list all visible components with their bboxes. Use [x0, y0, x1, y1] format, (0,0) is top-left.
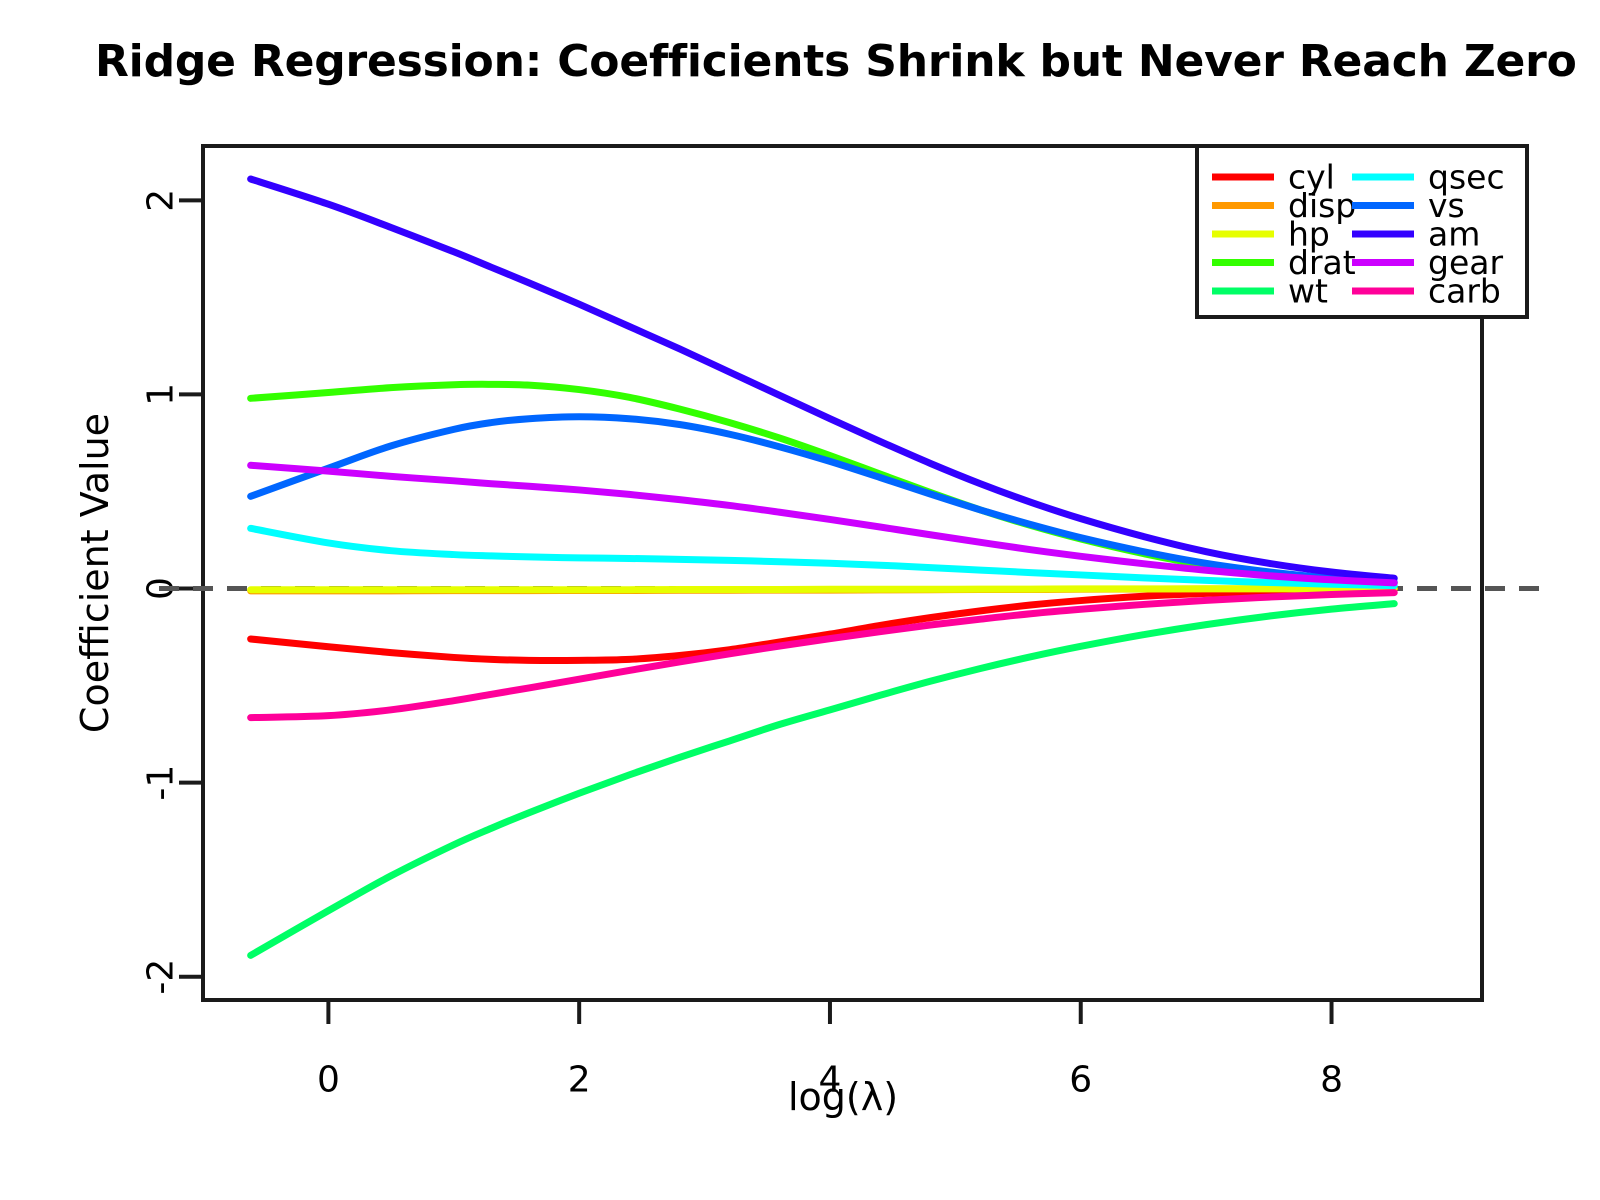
- legend-label-qsec: qsec: [1428, 158, 1505, 197]
- legend-label-cyl: cyl: [1288, 158, 1335, 197]
- coefficient-path-qsec: [247, 524, 1398, 590]
- coefficient-path-cyl: [247, 586, 1398, 664]
- legend-label-wt: wt: [1288, 272, 1328, 311]
- coefficient-path-carb: [247, 589, 1398, 722]
- coefficient-paths: [247, 175, 1398, 959]
- legend-label-disp: disp: [1288, 186, 1356, 225]
- y-axis-tick-label: -2: [141, 959, 182, 995]
- x-axis-tick-label: 4: [819, 1060, 842, 1101]
- x-axis-tick-label: 8: [1320, 1060, 1343, 1101]
- coefficient-path-gear: [247, 461, 1398, 587]
- coefficient-path-wt: [247, 600, 1398, 959]
- coefficient-path-vs: [247, 413, 1398, 586]
- legend-label-gear: gear: [1428, 243, 1503, 282]
- legend-label-hp: hp: [1288, 215, 1330, 254]
- x-axis-tick-label: 0: [317, 1060, 340, 1101]
- y-axis: 210-1-2: [141, 189, 203, 995]
- chart-title: Ridge Regression: Coefficients Shrink bu…: [95, 36, 1577, 87]
- legend-label-carb: carb: [1428, 272, 1501, 311]
- coefficient-path-am: [247, 175, 1398, 582]
- y-axis-tick-label: -1: [141, 765, 182, 801]
- legend-label-am: am: [1428, 215, 1480, 254]
- x-axis-title: log(λ): [788, 1075, 898, 1119]
- plot-panel-border: [201, 144, 1484, 1002]
- legend-label-drat: drat: [1288, 243, 1356, 282]
- y-axis-tick-label: 2: [141, 189, 182, 212]
- x-axis-tick-label: 2: [568, 1060, 591, 1101]
- x-axis: 0 2 4 6 8: [317, 1000, 1343, 1101]
- x-axis-tick-label: 6: [1069, 1060, 1092, 1101]
- legend-label-vs: vs: [1428, 186, 1465, 225]
- y-axis-tick-label: 1: [141, 383, 182, 406]
- coefficient-path-hp: [247, 585, 1398, 594]
- y-axis-title: Coefficient Value: [73, 413, 117, 733]
